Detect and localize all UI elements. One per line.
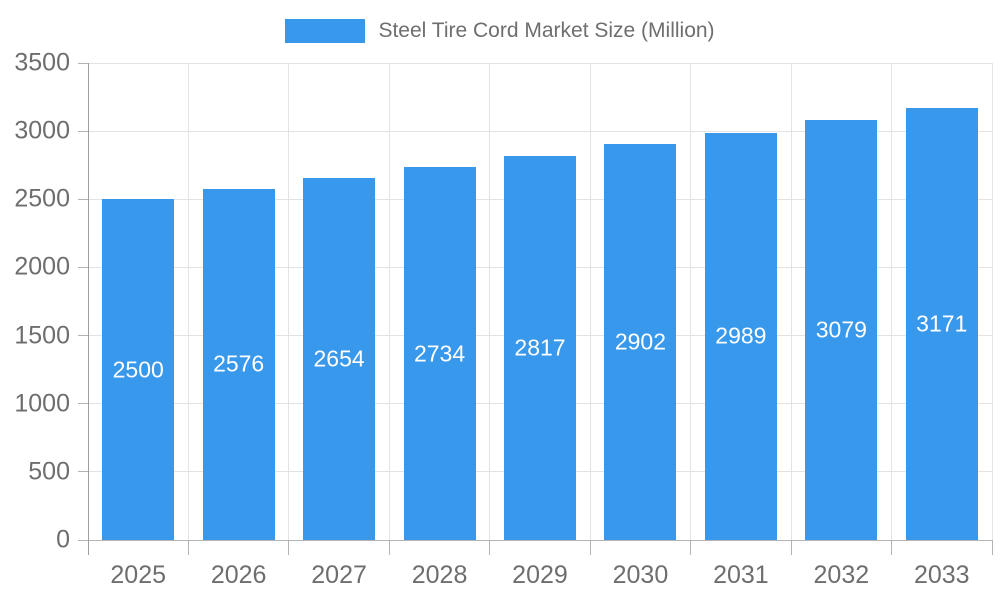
- bar[interactable]: [102, 199, 175, 540]
- y-tick: [78, 130, 88, 132]
- v-gridline: [690, 63, 692, 540]
- y-axis-label: 1000: [14, 389, 70, 418]
- v-gridline: [991, 63, 993, 540]
- x-tick: [187, 540, 189, 555]
- bar[interactable]: [202, 188, 275, 540]
- y-tick: [78, 335, 88, 337]
- y-axis-line: [87, 63, 89, 555]
- y-axis-label: 0: [56, 525, 70, 554]
- y-axis-label: 3500: [14, 48, 70, 77]
- x-axis-label: 2033: [913, 561, 970, 589]
- bar[interactable]: [504, 156, 576, 540]
- bar[interactable]: [604, 144, 677, 540]
- v-gridline: [288, 63, 290, 540]
- y-axis-label: 2500: [14, 184, 70, 213]
- bar[interactable]: [805, 120, 878, 540]
- x-tick: [690, 540, 692, 555]
- y-axis-label: 2000: [14, 252, 70, 281]
- v-gridline: [891, 63, 893, 540]
- x-axis-label: 2032: [813, 561, 870, 589]
- y-tick: [78, 198, 88, 200]
- y-axis-label: 1500: [14, 321, 70, 350]
- bar-value-label: 2734: [413, 340, 466, 367]
- legend-label: Steel Tire Cord Market Size (Million): [378, 19, 715, 42]
- y-tick: [78, 471, 88, 473]
- x-tick: [489, 540, 491, 555]
- bar-value-label: 3171: [916, 310, 968, 337]
- h-gridline: [88, 130, 992, 132]
- bar-value-label: 2500: [112, 356, 164, 383]
- y-tick: [78, 539, 88, 541]
- bar[interactable]: [905, 107, 978, 540]
- bar[interactable]: [403, 167, 476, 540]
- v-gridline: [187, 63, 189, 540]
- v-gridline: [489, 63, 491, 540]
- x-tick: [589, 540, 591, 555]
- legend-swatch: [285, 19, 366, 43]
- x-axis-baseline: [88, 539, 992, 541]
- x-tick: [790, 540, 792, 555]
- x-tick: [991, 540, 993, 555]
- bar[interactable]: [303, 178, 376, 540]
- x-tick: [388, 540, 390, 555]
- x-axis-label: 2025: [110, 561, 167, 589]
- x-tick: [288, 540, 290, 555]
- legend[interactable]: Steel Tire Cord Market Size (Million): [0, 19, 1000, 43]
- y-tick: [78, 266, 88, 268]
- v-gridline: [790, 63, 792, 540]
- bar-value-label: 2817: [514, 334, 566, 361]
- x-axis-label: 2030: [612, 561, 669, 589]
- bar[interactable]: [704, 132, 777, 540]
- x-axis-label: 2031: [713, 561, 769, 589]
- y-axis-label: 500: [28, 457, 70, 486]
- v-gridline: [589, 63, 591, 540]
- x-axis-label: 2029: [512, 561, 568, 589]
- bar-value-label: 2654: [313, 345, 365, 372]
- x-axis-label: 2028: [411, 561, 468, 589]
- x-axis-label: 2026: [210, 561, 267, 589]
- bar-value-label: 2576: [213, 350, 265, 377]
- v-gridline: [388, 63, 390, 540]
- y-tick: [78, 403, 88, 405]
- x-tick: [891, 540, 893, 555]
- bar-value-label: 2902: [614, 328, 667, 355]
- y-axis-label: 3000: [14, 116, 70, 145]
- y-tick: [78, 62, 88, 64]
- x-axis-label: 2027: [311, 561, 367, 589]
- bar-value-label: 3079: [815, 316, 867, 343]
- h-gridline: [88, 62, 992, 64]
- bar-value-label: 2989: [715, 322, 767, 349]
